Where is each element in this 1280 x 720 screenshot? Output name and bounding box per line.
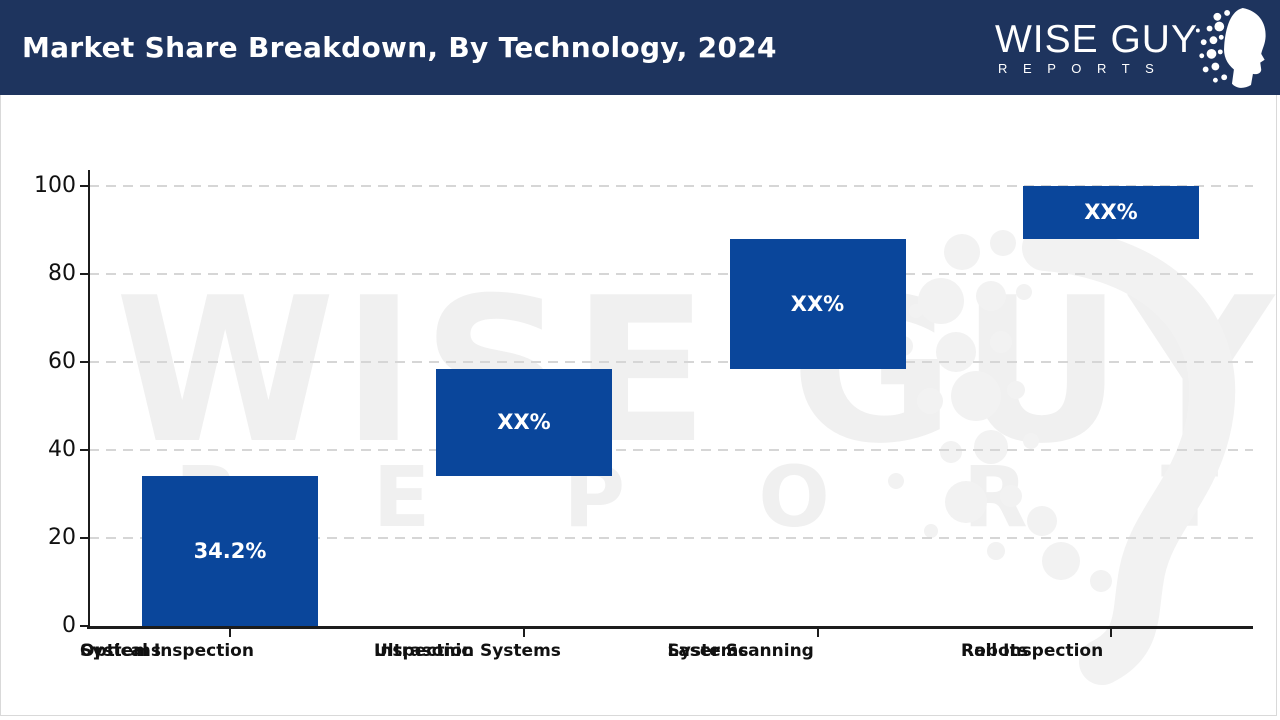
y-tick-mark (80, 273, 89, 275)
gridline (89, 185, 1253, 187)
x-category-label-line: Ultrasonic (374, 641, 472, 661)
wiseguy-logo: WISE GUY R E P O R T S (995, 0, 1270, 95)
bar-segment: XX% (729, 238, 906, 370)
y-tick-mark (80, 185, 89, 187)
x-tick-mark (1110, 629, 1112, 637)
plot-area: 34.2% XX% XX% XX% 0 20 40 60 80 100 Optical Insp… (0, 95, 1280, 720)
bar-value-label: XX% (790, 291, 845, 316)
bar-segment: XX% (436, 369, 612, 476)
y-tick-label: 20 (48, 525, 76, 550)
bar-segment: 34.2% (142, 475, 318, 626)
chart-title: Market Share Breakdown, By Technology, 2… (22, 31, 777, 64)
x-category-label-line: Laser Scanning (667, 641, 814, 661)
logo-wordmark: WISE GUY (994, 17, 1198, 61)
x-tick-mark (229, 629, 231, 637)
gridline (89, 537, 1253, 539)
bar-value-label: XX% (1084, 200, 1138, 225)
x-axis-line (87, 626, 1253, 629)
gridline (89, 449, 1253, 451)
gridline (89, 361, 1253, 363)
watermark-reports-text: R E P O R T S (175, 448, 1280, 546)
y-tick-label: 60 (48, 349, 76, 374)
bar-value-label: 34.2% (193, 538, 267, 563)
y-tick-mark (80, 361, 89, 363)
x-tick-mark (523, 629, 525, 637)
x-tick-mark (816, 629, 819, 637)
x-category-label-line: Systems (80, 641, 161, 661)
y-tick-mark (80, 625, 89, 627)
y-tick-mark (80, 449, 89, 451)
logo-head-icon (1195, 7, 1266, 88)
y-tick-label: 80 (48, 261, 76, 286)
y-axis-line (88, 170, 90, 629)
y-tick-label: 100 (34, 173, 76, 198)
logo-text: WISE GUY R E P O R T S (994, 17, 1198, 76)
logo-subtitle: R E P O R T S (997, 60, 1160, 76)
x-category-label-line: Robots (961, 641, 1028, 661)
x-category-label-line: Optical Inspection (80, 641, 254, 661)
bar-value-label: XX% (497, 410, 551, 435)
x-category-label-line: Inspection Systems (374, 641, 561, 661)
header-bar: Market Share Breakdown, By Technology, 2… (0, 0, 1280, 95)
x-category-label-line: Rail Inspection (961, 641, 1104, 661)
y-tick-label: 0 (62, 613, 76, 638)
gridline (89, 273, 1253, 275)
y-tick-label: 40 (48, 437, 76, 462)
bar-segment: XX% (1023, 186, 1199, 239)
x-category-label-line: Systems (667, 641, 749, 661)
y-tick-mark (80, 537, 89, 539)
